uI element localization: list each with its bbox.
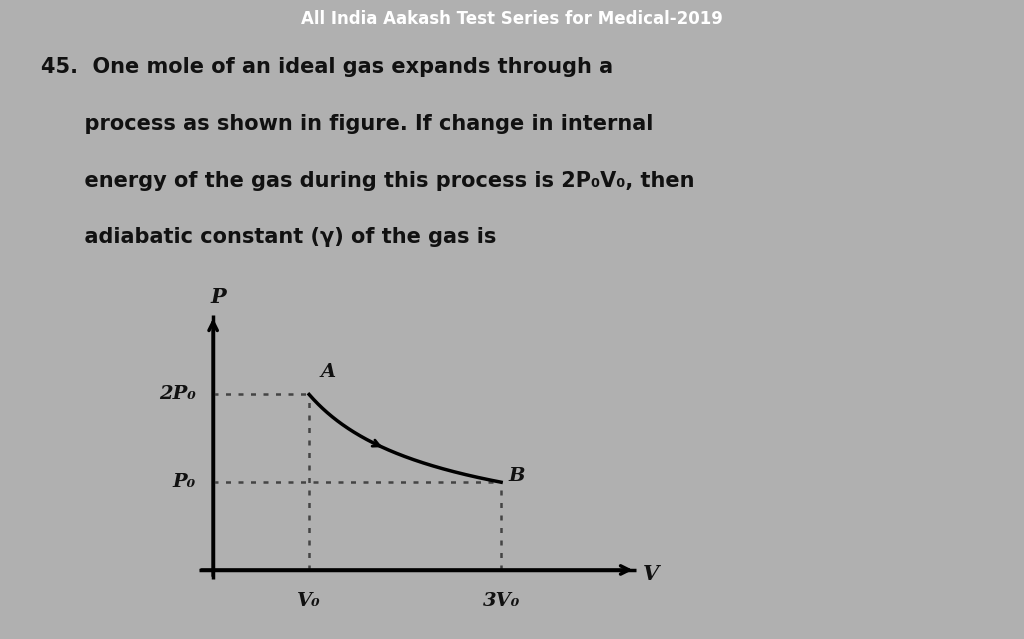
Text: P: P [210,287,226,307]
Text: V₀: V₀ [297,592,321,610]
Text: B: B [509,467,525,485]
Text: energy of the gas during this process is 2P₀V₀, then: energy of the gas during this process is… [41,171,694,190]
Text: 3V₀: 3V₀ [482,592,520,610]
Text: 45.  One mole of an ideal gas expands through a: 45. One mole of an ideal gas expands thr… [41,58,613,77]
Text: 2P₀: 2P₀ [159,385,196,403]
Text: V: V [643,564,659,584]
Text: adiabatic constant (γ) of the gas is: adiabatic constant (γ) of the gas is [41,227,497,247]
Text: process as shown in figure. If change in internal: process as shown in figure. If change in… [41,114,653,134]
Text: All India Aakash Test Series for Medical-2019: All India Aakash Test Series for Medical… [301,10,723,28]
Text: A: A [321,364,336,381]
Text: P₀: P₀ [173,473,196,491]
